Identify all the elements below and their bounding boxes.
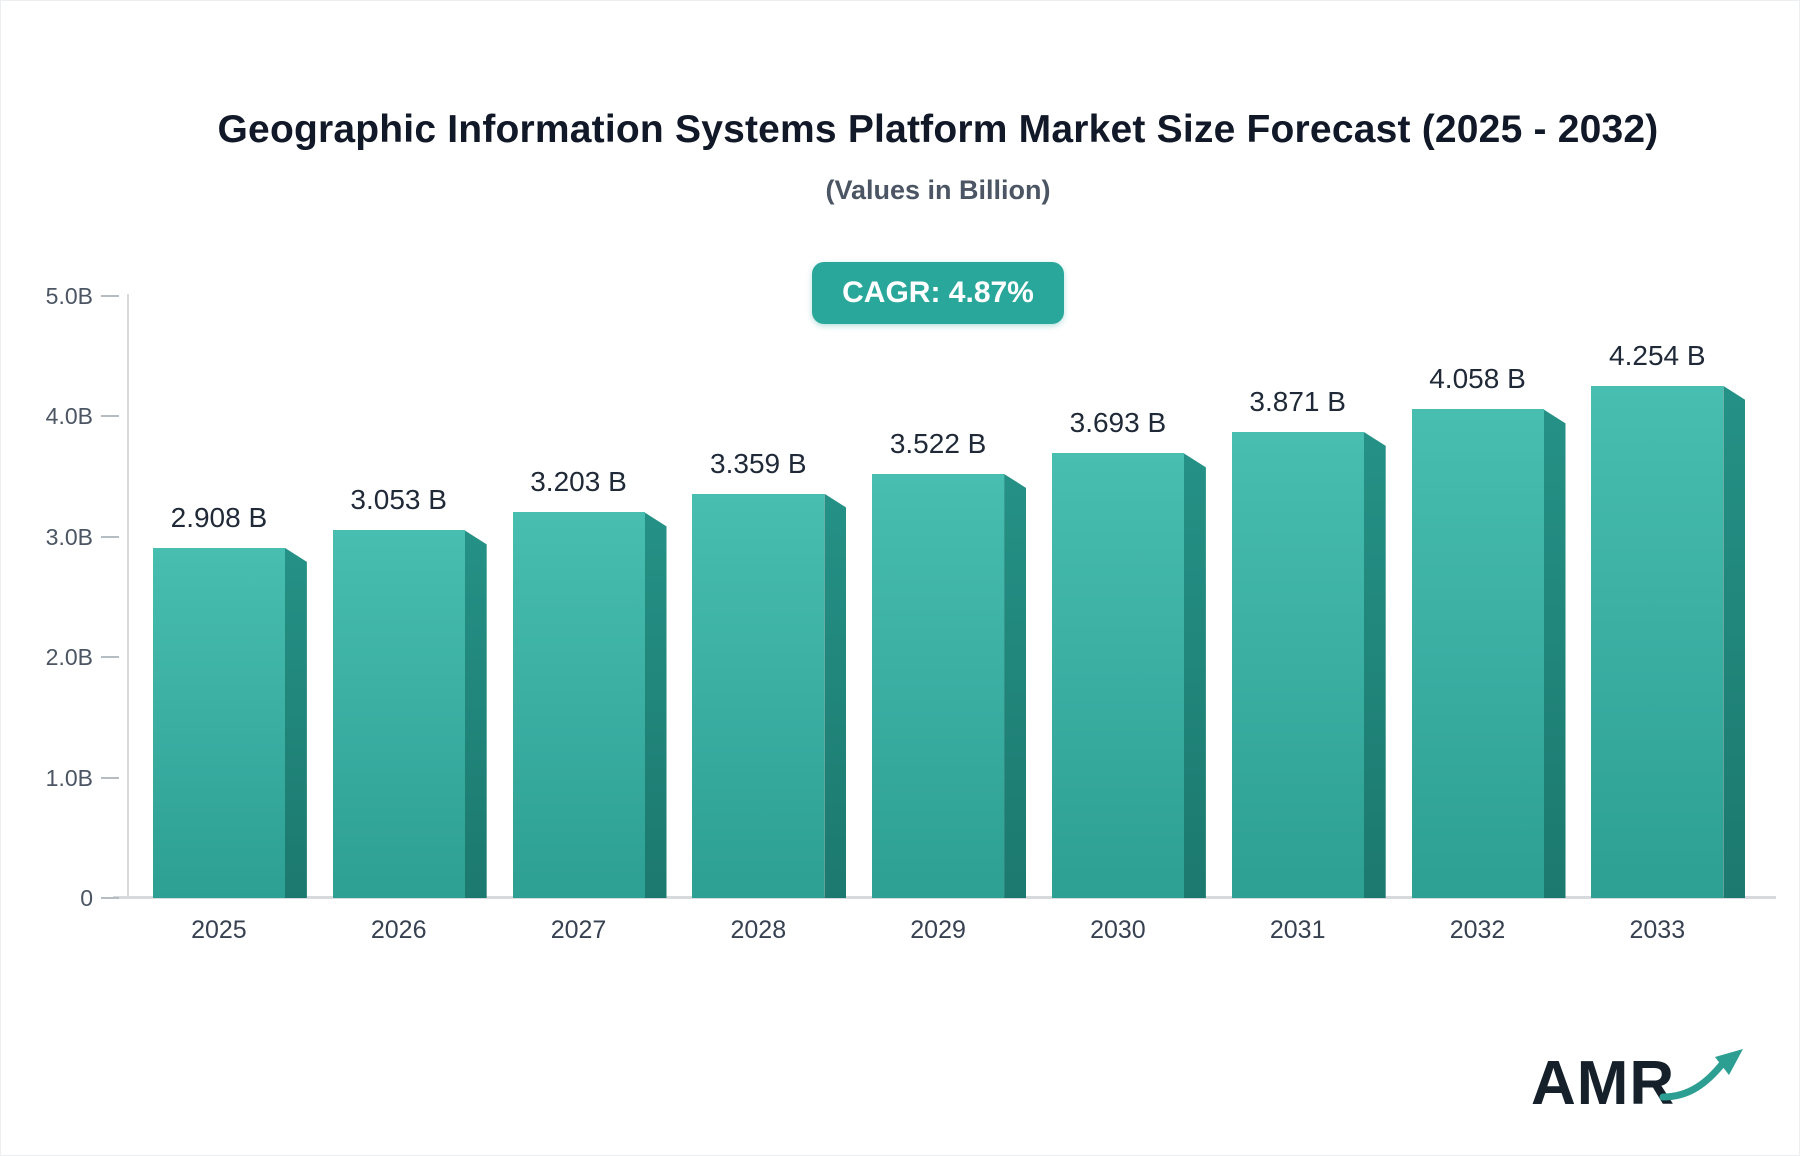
- y-tick-label: 0: [80, 885, 93, 911]
- y-tick-label: 5.0B: [45, 283, 93, 309]
- bar-2032: [1411, 409, 1566, 898]
- x-tick-label: 2026: [370, 916, 427, 944]
- bar-value-label: 4.254 B: [1609, 339, 1706, 371]
- bar-front-face: [692, 493, 825, 898]
- chart-subtitle: (Values in Billion): [825, 175, 1051, 205]
- x-tick-label: 2030: [1090, 916, 1146, 944]
- bar-value-label: 2.908 B: [170, 501, 268, 533]
- page-title: Geographic Information Systems Platform …: [217, 108, 1659, 151]
- y-tick-mark: [101, 535, 119, 538]
- bar-side-face: [1363, 431, 1386, 898]
- y-tick-mark: [101, 295, 119, 297]
- bar-2026: [332, 530, 487, 898]
- bar-side-face: [284, 547, 307, 898]
- bar-side-face: [1723, 385, 1746, 898]
- bar-value-label: 3.693 B: [1069, 407, 1167, 439]
- bar-2030: [1051, 453, 1206, 898]
- bar-value-label: 3.522 B: [889, 427, 987, 459]
- y-tick-mark: [101, 415, 119, 418]
- cagr-badge-row: CAGR: 4.87%: [77, 262, 1799, 324]
- x-tick-label: 2025: [191, 916, 247, 944]
- bar-front-face: [1051, 453, 1184, 898]
- bar-side-face: [1543, 409, 1566, 898]
- bar-2029: [872, 473, 1027, 898]
- bar-side-face: [464, 530, 487, 898]
- y-tick-mark: [101, 776, 119, 779]
- x-tick-label: 2031: [1269, 916, 1326, 944]
- amr-logo-text: AMR: [1531, 1049, 1676, 1118]
- x-tick-label: 2027: [550, 916, 607, 944]
- y-tick-label: 2.0B: [45, 644, 93, 671]
- y-tick-label: 1.0B: [45, 764, 93, 791]
- bar-front-face: [332, 530, 465, 898]
- amr-logo: AMR: [1531, 1049, 1743, 1118]
- x-tick-label: 2029: [910, 916, 966, 944]
- x-tick-label: 2033: [1629, 916, 1686, 944]
- bar-value-label: 3.203 B: [530, 466, 627, 498]
- x-tick-label: 2028: [730, 916, 787, 944]
- bar-side-face: [1183, 453, 1206, 898]
- bar-2025: [152, 547, 307, 898]
- bar-2027: [512, 512, 667, 898]
- bar-front-face: [1411, 409, 1544, 898]
- bar-side-face: [644, 512, 667, 898]
- y-axis-line: [127, 294, 129, 898]
- y-tick-mark: [101, 656, 119, 659]
- bar-side-face: [824, 493, 847, 898]
- bar-front-face: [1231, 431, 1364, 898]
- bar-front-face: [872, 473, 1005, 898]
- bar-front-face: [152, 547, 285, 898]
- y-tick-label: 3.0B: [45, 523, 93, 550]
- bar-front-face: [1591, 385, 1724, 898]
- x-tick-label: 2032: [1449, 916, 1506, 944]
- bar-front-face: [512, 512, 645, 898]
- growth-arrow-icon: [1659, 1049, 1743, 1101]
- cagr-badge: CAGR: 4.87%: [812, 262, 1064, 324]
- bar-value-label: 3.359 B: [710, 447, 807, 479]
- bar-2033: [1591, 385, 1746, 898]
- bar-2031: [1231, 431, 1386, 898]
- bar-value-label: 3.871 B: [1249, 385, 1346, 417]
- y-tick-mark: [101, 897, 119, 899]
- bar-side-face: [1004, 473, 1027, 898]
- y-tick-label: 4.0B: [45, 403, 93, 430]
- bar-value-label: 3.053 B: [350, 484, 447, 516]
- bar-value-label: 4.058 B: [1429, 363, 1526, 395]
- bar-2028: [692, 493, 847, 898]
